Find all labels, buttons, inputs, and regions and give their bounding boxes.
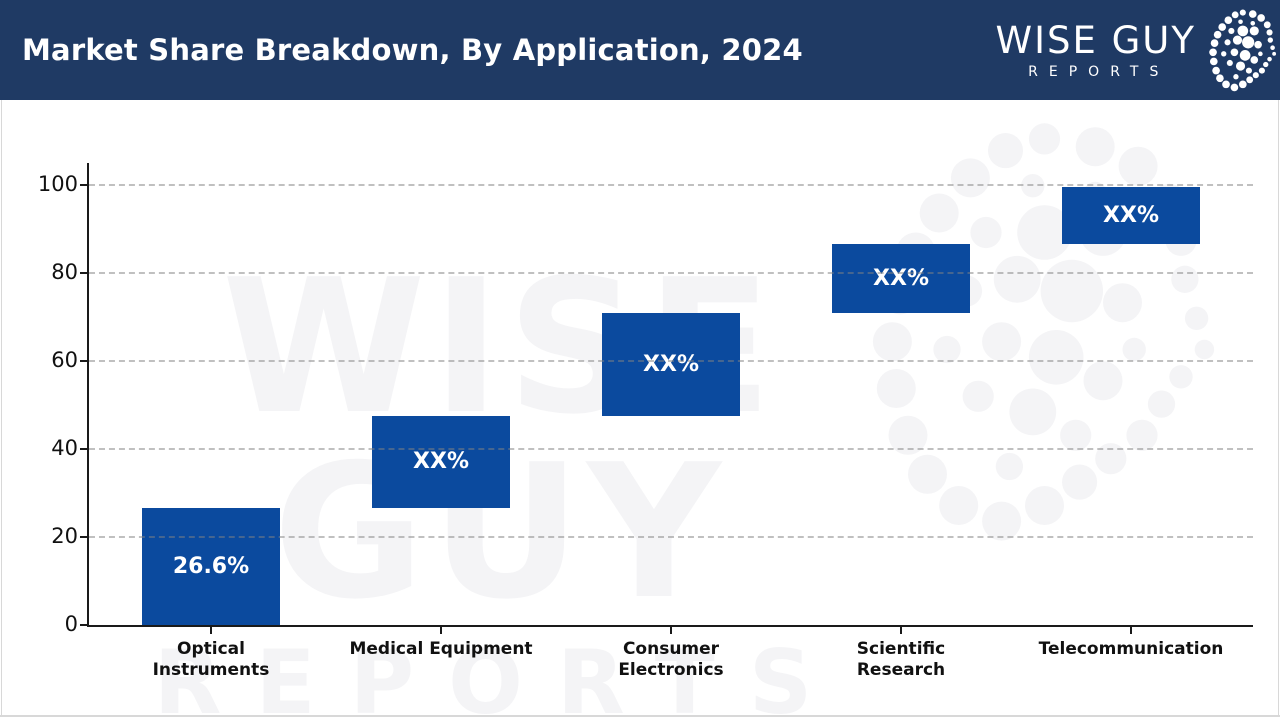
x-category-label-consumer-electronics: Consumer Electronics xyxy=(618,639,724,681)
y-tick-label-80: 80 xyxy=(51,260,78,284)
frame-bottom-border xyxy=(0,715,1280,717)
chart-title: Market Share Breakdown, By Application, … xyxy=(22,33,803,67)
logo-subtitle: REPORTS xyxy=(1028,63,1170,80)
bar-value-label-telecommunication: XX% xyxy=(1103,203,1159,229)
x-axis-line xyxy=(87,625,1253,627)
x-category-label-medical-equipment: Medical Equipment xyxy=(349,639,533,659)
header-bar: Market Share Breakdown, By Application, … xyxy=(0,0,1280,100)
y-tick-mark-60 xyxy=(80,360,87,362)
x-tick-mark-scientific-research xyxy=(900,627,902,634)
x-category-label-optical-instruments: Optical Instruments xyxy=(152,639,270,681)
y-tick-mark-20 xyxy=(80,536,87,538)
bar-scientific-research: XX% xyxy=(832,244,970,313)
y-tick-label-40: 40 xyxy=(51,436,78,460)
frame-right-border xyxy=(1278,100,1279,716)
x-tick-mark-medical-equipment xyxy=(440,627,442,634)
gridline-y100 xyxy=(89,184,1253,186)
bar-value-label-medical-equipment: XX% xyxy=(413,449,469,475)
y-tick-mark-40 xyxy=(80,448,87,450)
wise-guy-logo: WISE GUY REPORTS xyxy=(996,8,1278,92)
y-tick-label-60: 60 xyxy=(51,348,78,372)
frame-left-border xyxy=(1,100,2,716)
y-tick-mark-80 xyxy=(80,272,87,274)
y-axis-line xyxy=(87,163,89,627)
bar-value-label-consumer-electronics: XX% xyxy=(643,351,699,377)
bar-consumer-electronics: XX% xyxy=(602,312,740,416)
bar-optical-instruments: 26.6% xyxy=(142,507,280,625)
logo-wordmark: WISE GUY xyxy=(995,18,1196,62)
logo-text: WISE GUY REPORTS xyxy=(996,22,1196,79)
bar-value-label-scientific-research: XX% xyxy=(873,265,929,291)
y-tick-label-20: 20 xyxy=(51,524,78,548)
bar-medical-equipment: XX% xyxy=(372,416,510,508)
y-tick-label-100: 100 xyxy=(37,172,78,196)
x-tick-mark-telecommunication xyxy=(1130,627,1132,634)
x-category-label-telecommunication: Telecommunication xyxy=(1038,639,1224,659)
gridline-y60 xyxy=(89,360,1253,362)
x-tick-mark-optical-instruments xyxy=(210,627,212,634)
bar-telecommunication: XX% xyxy=(1062,187,1200,245)
logo-dotted-head-icon xyxy=(1209,9,1277,92)
gridline-y40 xyxy=(89,448,1253,450)
chart-plot-area: 0 20 40 60 80 100 26.6% Optical Instruments XX% M… xyxy=(0,100,1280,716)
y-tick-label-0: 0 xyxy=(64,612,78,636)
y-tick-mark-100 xyxy=(80,184,87,186)
bar-value-label-optical-instruments: 26.6% xyxy=(172,553,250,579)
x-category-label-scientific-research: Scientific Research xyxy=(856,639,946,681)
gridline-y80 xyxy=(89,272,1253,274)
y-tick-mark-0 xyxy=(80,624,87,626)
x-tick-mark-consumer-electronics xyxy=(670,627,672,634)
gridline-y20 xyxy=(89,536,1253,538)
